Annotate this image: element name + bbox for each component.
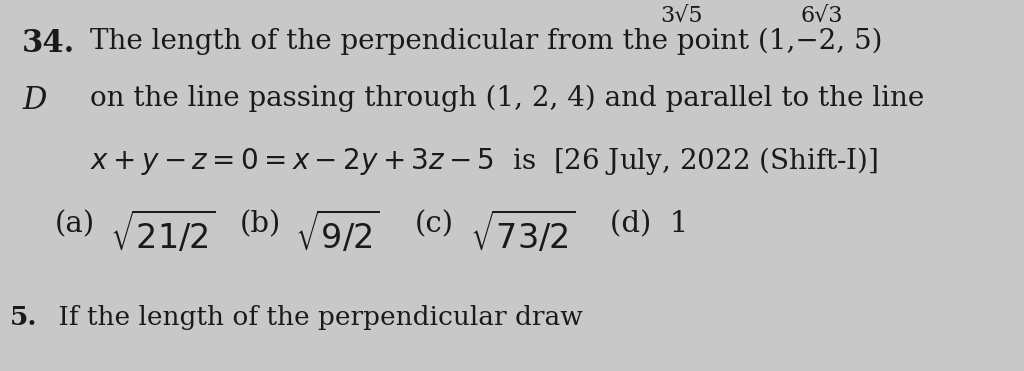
Text: $\sqrt{21/2}$: $\sqrt{21/2}$ [110, 210, 216, 256]
Text: on the line passing through (1, 2, 4) and parallel to the line: on the line passing through (1, 2, 4) an… [90, 85, 925, 112]
Text: (d)  1: (d) 1 [610, 210, 688, 238]
Text: 3√5: 3√5 [660, 5, 702, 27]
Text: $\sqrt{9/2}$: $\sqrt{9/2}$ [295, 210, 380, 256]
Text: 34.: 34. [22, 28, 75, 59]
Text: $\sqrt{73/2}$: $\sqrt{73/2}$ [470, 210, 575, 256]
Text: $x+y-z=0=x-2y+3z-5$  is  [26 July, 2022 (Shift-I)]: $x+y-z=0=x-2y+3z-5$ is [26 July, 2022 (S… [90, 145, 879, 177]
Text: (a): (a) [55, 210, 95, 238]
Text: The length of the perpendicular from the point (1,−2, 5): The length of the perpendicular from the… [90, 28, 883, 55]
Text: (b): (b) [240, 210, 282, 238]
Text: 6√3: 6√3 [800, 5, 843, 27]
Text: If the length of the perpendicular draw: If the length of the perpendicular draw [50, 305, 583, 330]
Text: (c): (c) [415, 210, 454, 238]
Text: D: D [22, 85, 46, 116]
Text: 5.: 5. [10, 305, 38, 330]
